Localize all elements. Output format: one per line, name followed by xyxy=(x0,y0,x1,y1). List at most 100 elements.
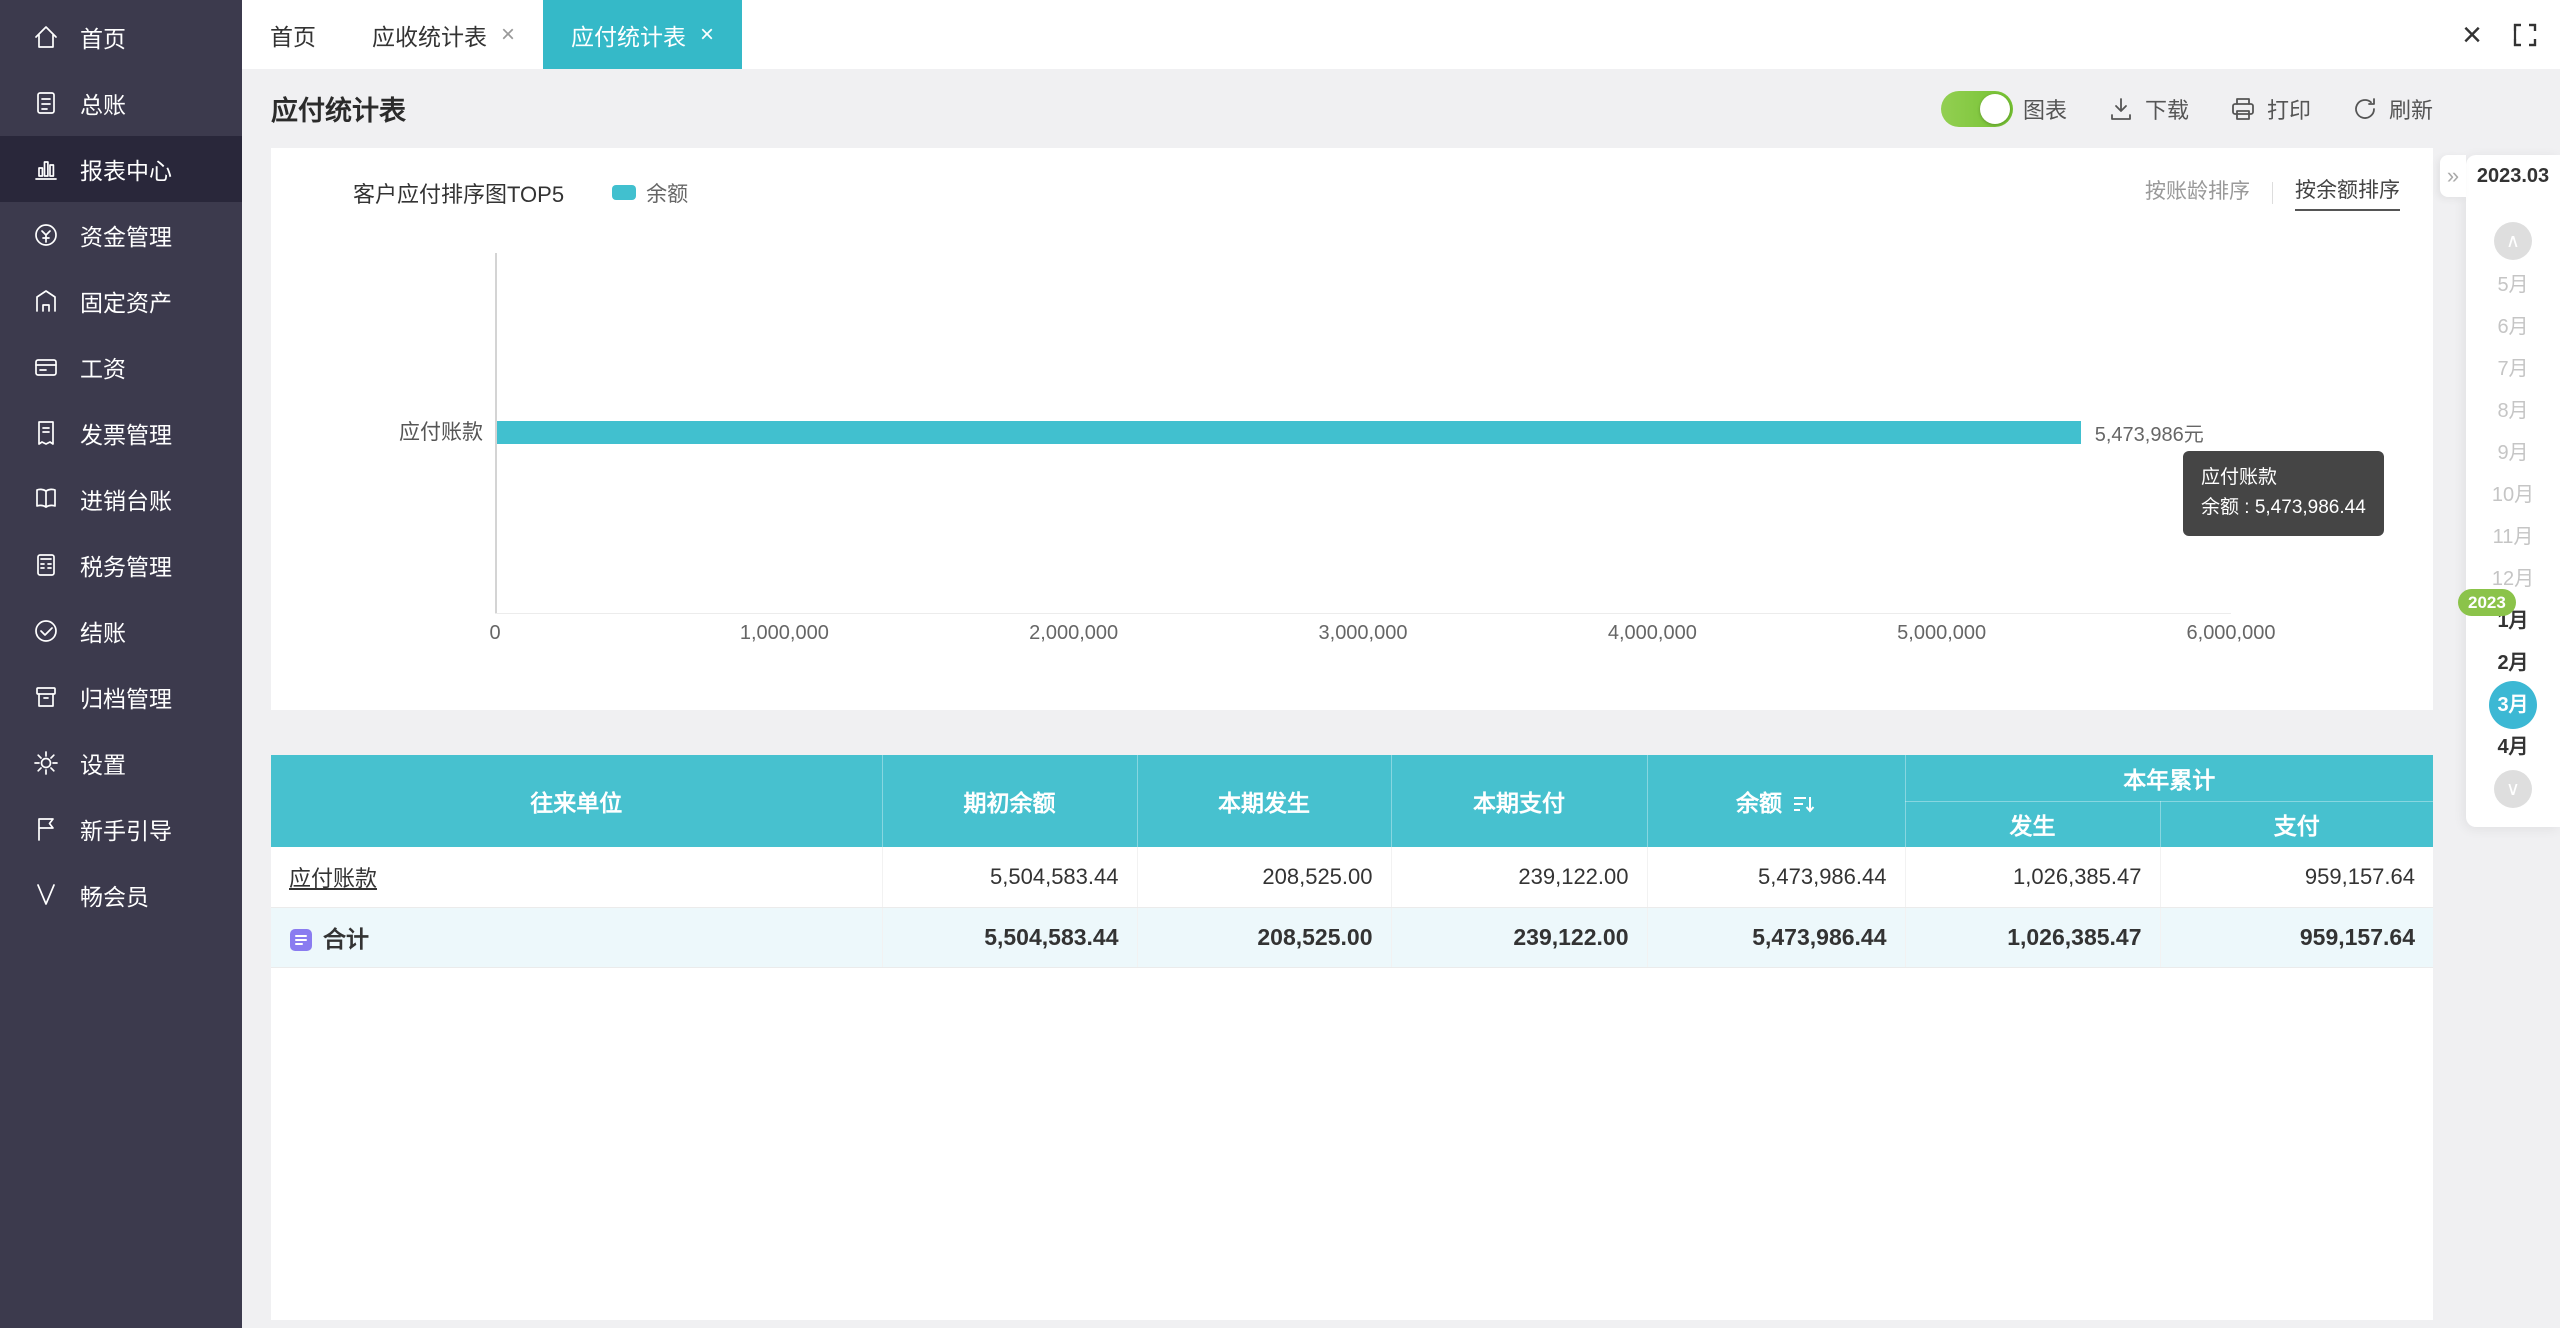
scroll-down-button[interactable]: ∨ xyxy=(2494,770,2532,808)
total-current-paid: 239,122.00 xyxy=(1391,907,1648,968)
sidebar: 首页 总账 报表中心 资金管理 固定资产 工资 发票管理 进销台账 税务管理 结… xyxy=(0,0,242,1328)
sidebar-item-tax[interactable]: 税务管理 xyxy=(0,532,242,598)
y-axis-line xyxy=(495,253,497,613)
print-icon xyxy=(2232,97,2254,120)
cell-current-occurred: 208,525.00 xyxy=(1137,847,1392,908)
month-item[interactable]: 6月 xyxy=(2497,316,2529,338)
cell-year-paid: 959,157.64 xyxy=(2160,847,2433,908)
collapse-panel-icon[interactable]: » xyxy=(2440,155,2466,197)
tooltip-value: 余额 : 5,473,986.44 xyxy=(2201,497,2366,519)
balance-bar xyxy=(497,421,2081,444)
sort-by-balance-tab[interactable]: 按余额排序 xyxy=(2295,174,2400,211)
sidebar-item-report-center[interactable]: 报表中心 xyxy=(0,136,242,202)
closing-icon xyxy=(32,617,60,645)
header-current-occurred: 本期发生 xyxy=(1137,755,1392,847)
general-ledger-icon xyxy=(32,89,60,117)
sidebar-item-guide[interactable]: 新手引导 xyxy=(0,796,242,862)
refresh-icon xyxy=(2355,97,2375,119)
window-close-icon[interactable] xyxy=(2462,18,2482,52)
home-icon xyxy=(32,23,60,51)
report-center-icon xyxy=(32,155,60,183)
statistics-table: 往来单位 期初余额 本期发生 本期支付 余额 本年累计 发生 支付 应付账款 xyxy=(271,755,2433,968)
header-unit: 往来单位 xyxy=(271,755,883,847)
fullscreen-icon[interactable] xyxy=(2512,22,2538,48)
trade-ledger-icon xyxy=(32,485,60,513)
sort-balance-icon[interactable] xyxy=(1790,791,1816,817)
sidebar-item-invoice[interactable]: 发票管理 xyxy=(0,400,242,466)
main-content: 应付统计表 图表 下载 打印 刷新 客户应付排序图TOP5 xyxy=(242,69,2560,1328)
cell-year-occurred: 1,026,385.47 xyxy=(1905,847,2161,908)
page-title: 应付统计表 xyxy=(271,96,406,126)
month-item[interactable]: 2月 xyxy=(2497,652,2529,674)
month-item[interactable]: 10月 xyxy=(2491,484,2535,506)
header-year-occurred: 发生 xyxy=(1905,801,2161,847)
x-axis-labels: 0 1,000,000 2,000,000 3,000,000 4,000,00… xyxy=(489,622,2276,644)
sidebar-item-general-ledger[interactable]: 总账 xyxy=(0,70,242,136)
toggle-switch[interactable] xyxy=(1940,90,2013,127)
tab-payables-report[interactable]: 应付统计表 xyxy=(543,0,743,69)
tax-icon xyxy=(32,551,60,579)
month-item[interactable]: 7月 xyxy=(2497,358,2529,380)
cell-balance: 5,473,986.44 xyxy=(1647,847,1906,908)
unit-link[interactable]: 应付账款 xyxy=(289,865,378,891)
cell-opening: 5,504,583.44 xyxy=(882,847,1138,908)
sidebar-item-home[interactable]: 首页 xyxy=(0,4,242,70)
tab-home[interactable]: 首页 xyxy=(270,23,316,50)
download-button[interactable]: 下载 xyxy=(2107,93,2189,125)
month-item[interactable]: 4月 xyxy=(2497,736,2529,758)
legend-swatch-icon xyxy=(612,185,637,200)
chart-toggle[interactable]: 图表 xyxy=(1940,90,2067,127)
month-item[interactable]: 5月 xyxy=(2497,274,2529,296)
header-balance: 余额 xyxy=(1647,755,1906,847)
month-list: 5月 6月 7月 8月 9月 10月 11月 12月 1月 2月 3月 4月 xyxy=(2466,264,2560,768)
month-item[interactable]: 8月 xyxy=(2497,400,2529,422)
sidebar-item-fixed-assets[interactable]: 固定资产 xyxy=(0,268,242,334)
archive-icon xyxy=(32,683,60,711)
tooltip-title: 应付账款 xyxy=(2201,467,2278,488)
total-label: 合计 xyxy=(323,926,369,952)
sidebar-item-member[interactable]: 畅会员 xyxy=(0,862,242,928)
tab-receivables-report[interactable]: 应收统计表 xyxy=(344,0,543,69)
chart-title: 客户应付排序图TOP5 xyxy=(353,181,565,207)
year-badge: 2023 xyxy=(2458,589,2516,616)
sidebar-item-trade-ledger[interactable]: 进销台账 xyxy=(0,466,242,532)
refresh-button[interactable]: 刷新 xyxy=(2351,93,2433,125)
month-item[interactable]: 3月 xyxy=(2466,684,2560,726)
chart-tooltip: 应付账款 余额 : 5,473,986.44 xyxy=(2183,451,2384,536)
month-item[interactable]: 9月 xyxy=(2497,442,2529,464)
month-item[interactable]: 12月 xyxy=(2491,568,2535,590)
print-button[interactable]: 打印 xyxy=(2229,93,2311,125)
guide-icon xyxy=(32,815,60,843)
close-tab-icon[interactable] xyxy=(700,23,714,47)
close-tab-icon[interactable] xyxy=(501,23,515,47)
chart-panel: 客户应付排序图TOP5 余额 按账龄排序 按余额排序 应付账款 5,473,98… xyxy=(271,148,2433,710)
statistics-table-panel: 往来单位 期初余额 本期发生 本期支付 余额 本年累计 发生 支付 应付账款 xyxy=(271,755,2433,1320)
header-opening-balance: 期初余额 xyxy=(882,755,1138,847)
salary-icon xyxy=(32,353,60,381)
fixed-assets-icon xyxy=(32,287,60,315)
toggle-knob xyxy=(1979,93,2010,124)
legend-balance[interactable]: 余额 xyxy=(612,178,688,208)
scroll-up-button[interactable]: ∧ xyxy=(2494,222,2532,260)
total-year-occurred: 1,026,385.47 xyxy=(1905,907,2161,968)
header-year-total-group: 本年累计 xyxy=(1905,755,2433,802)
sidebar-item-fund-management[interactable]: 资金管理 xyxy=(0,202,242,268)
total-year-paid: 959,157.64 xyxy=(2160,907,2433,968)
sidebar-item-closing[interactable]: 结账 xyxy=(0,598,242,664)
sidebar-item-archive[interactable]: 归档管理 xyxy=(0,664,242,730)
total-balance: 5,473,986.44 xyxy=(1647,907,1906,968)
bar-track: 5,473,986元 xyxy=(497,421,2233,446)
table-row: 应付账款 5,504,583.44 208,525.00 239,122.00 … xyxy=(271,847,2433,908)
invoice-icon xyxy=(32,419,60,447)
total-current-occurred: 208,525.00 xyxy=(1137,907,1392,968)
member-icon xyxy=(32,881,60,909)
window-controls xyxy=(2462,0,2560,69)
toolbar: 应付统计表 图表 下载 打印 刷新 xyxy=(242,69,2560,148)
sidebar-item-settings[interactable]: 设置 xyxy=(0,730,242,796)
sort-by-age-tab[interactable]: 按账龄排序 xyxy=(2145,180,2250,203)
sum-icon xyxy=(289,928,313,952)
month-item[interactable]: 11月 xyxy=(2492,526,2534,548)
x-axis-line xyxy=(495,613,2231,614)
header-year-paid: 支付 xyxy=(2160,801,2433,847)
sidebar-item-salary[interactable]: 工资 xyxy=(0,334,242,400)
